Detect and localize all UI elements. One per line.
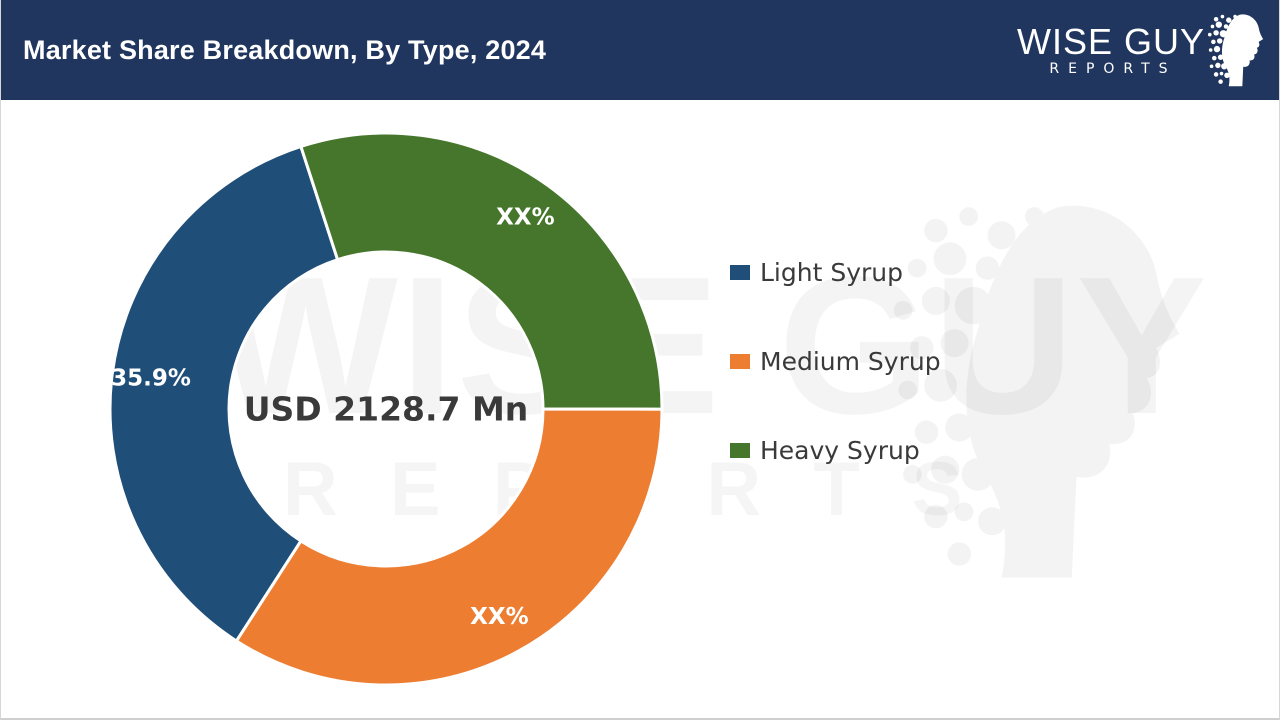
logo-face-dots-icon bbox=[1207, 14, 1264, 87]
legend-item-heavy-syrup[interactable]: Heavy Syrup bbox=[730, 435, 941, 465]
header-bar: Market Share Breakdown, By Type, 2024 WI… bbox=[1, 0, 1279, 100]
legend-label: Heavy Syrup bbox=[760, 435, 920, 465]
donut-segment-light-syrup[interactable] bbox=[108, 144, 340, 643]
segment-value-label: 35.9% bbox=[111, 365, 191, 391]
chart-legend: Light Syrup Medium Syrup Heavy Syrup bbox=[730, 257, 941, 465]
chart-area: WISE GUY REPORTS 35.9%XX%XX% USD 2128.7 … bbox=[1, 100, 1279, 718]
logo-sub-text: REPORTS bbox=[1049, 60, 1177, 77]
legend-swatch-icon bbox=[730, 353, 750, 369]
legend-swatch-icon bbox=[730, 442, 750, 458]
legend-swatch-icon bbox=[730, 264, 750, 280]
legend-label: Medium Syrup bbox=[760, 346, 941, 376]
donut-chart: 35.9% XX% XX% bbox=[108, 131, 664, 687]
logo-brand-text: WISE GUY bbox=[1016, 21, 1205, 63]
segment-value-label: XX% bbox=[496, 204, 555, 230]
wise-guy-reports-logo: WISE GUY REPORTS bbox=[1017, 12, 1265, 88]
segment-value-label: XX% bbox=[470, 604, 529, 630]
legend-item-medium-syrup[interactable]: Medium Syrup bbox=[730, 346, 941, 376]
donut-center-value: USD 2128.7 Mn bbox=[243, 389, 529, 429]
logo-text: WISE GUY REPORTS bbox=[1017, 23, 1205, 77]
donut-segment-medium-syrup[interactable] bbox=[234, 407, 664, 687]
page-title: Market Share Breakdown, By Type, 2024 bbox=[23, 34, 547, 65]
donut-segment-heavy-syrup[interactable] bbox=[299, 131, 664, 411]
legend-label: Light Syrup bbox=[760, 257, 903, 287]
legend-item-light-syrup[interactable]: Light Syrup bbox=[730, 257, 941, 287]
